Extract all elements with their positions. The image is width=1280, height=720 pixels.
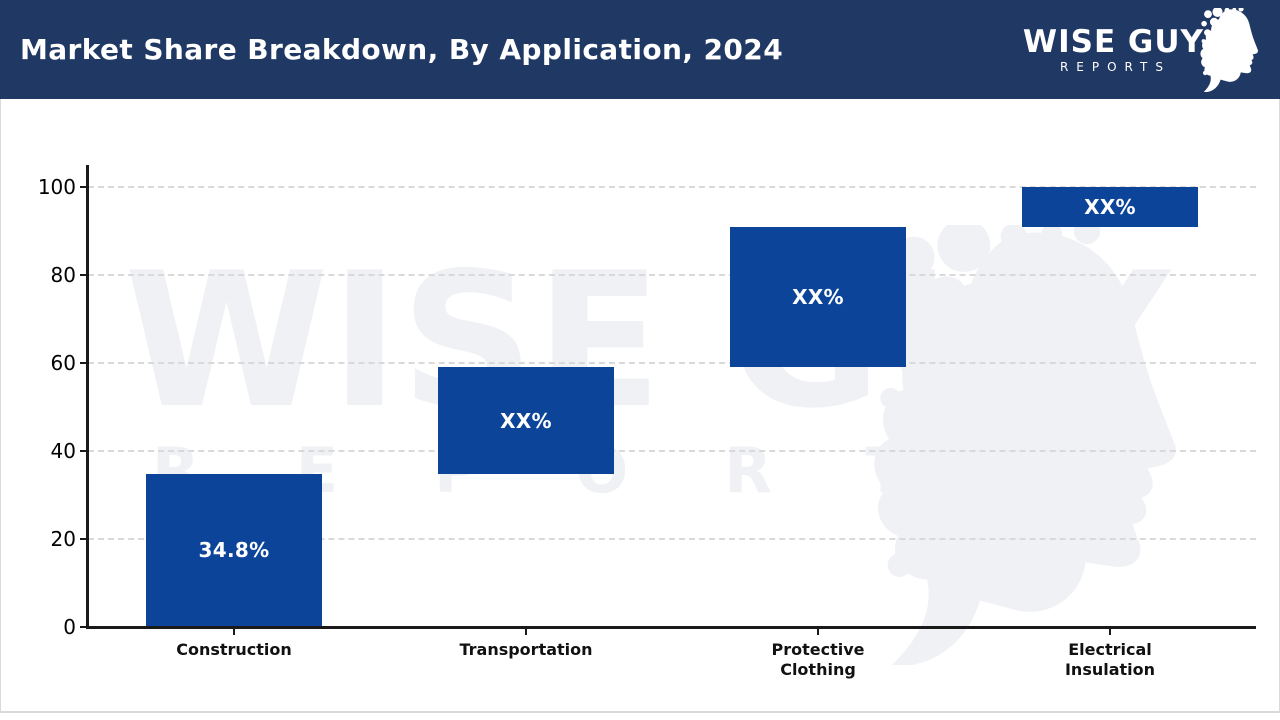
y-tick-60 xyxy=(80,362,86,364)
brand-head-icon xyxy=(1200,8,1258,92)
bottom-divider xyxy=(0,711,1280,713)
x-category-label: Electrical Insulation xyxy=(1064,640,1156,679)
y-tick-20 xyxy=(80,538,86,540)
y-tick-label-100: 100 xyxy=(37,175,76,199)
gridline-100 xyxy=(88,186,1256,188)
y-axis-line xyxy=(86,165,89,629)
y-tick-80 xyxy=(80,274,86,276)
brand-logo: WISE GUY REPORTS xyxy=(1023,6,1268,94)
brand-wordmark: WISE GUY REPORTS xyxy=(1023,26,1204,75)
page-title: Market Share Breakdown, By Application, … xyxy=(20,33,784,66)
bar-value-label: XX% xyxy=(500,408,552,433)
gridline-60 xyxy=(88,362,1256,364)
bar-value-label: XX% xyxy=(1084,194,1136,219)
bar-value-label: 34.8% xyxy=(198,538,270,563)
x-tick-3 xyxy=(817,628,819,635)
header: Market Share Breakdown, By Application, … xyxy=(0,0,1280,99)
brand-name: WISE GUY xyxy=(1022,23,1204,60)
bar-electrical-insulation: XX% xyxy=(1022,187,1198,227)
gridline-40 xyxy=(88,450,1256,452)
y-tick-label-20: 20 xyxy=(50,527,76,551)
x-category-label: Construction xyxy=(176,640,292,659)
x-tick-4 xyxy=(1109,628,1111,635)
y-tick-label-60: 60 xyxy=(50,351,76,375)
x-tick-2 xyxy=(525,628,527,635)
gridline-80 xyxy=(88,274,1256,276)
y-tick-0 xyxy=(80,626,86,628)
bar-transportation: XX% xyxy=(438,367,614,474)
y-tick-40 xyxy=(80,450,86,452)
gridline-20 xyxy=(88,538,1256,540)
bar-protective-clothing: XX% xyxy=(730,226,906,368)
y-tick-label-40: 40 xyxy=(50,439,76,463)
y-tick-label-0: 0 xyxy=(63,615,76,639)
y-tick-100 xyxy=(80,186,86,188)
y-tick-label-80: 80 xyxy=(50,263,76,287)
bar-construction: 34.8% xyxy=(146,473,322,627)
x-tick-1 xyxy=(233,628,235,635)
x-axis-line xyxy=(86,626,1256,629)
bar-value-label: XX% xyxy=(792,284,844,309)
x-category-label: Transportation xyxy=(459,640,593,659)
brand-subname: REPORTS xyxy=(1059,60,1171,75)
x-category-label: Protective Clothing xyxy=(771,640,865,679)
